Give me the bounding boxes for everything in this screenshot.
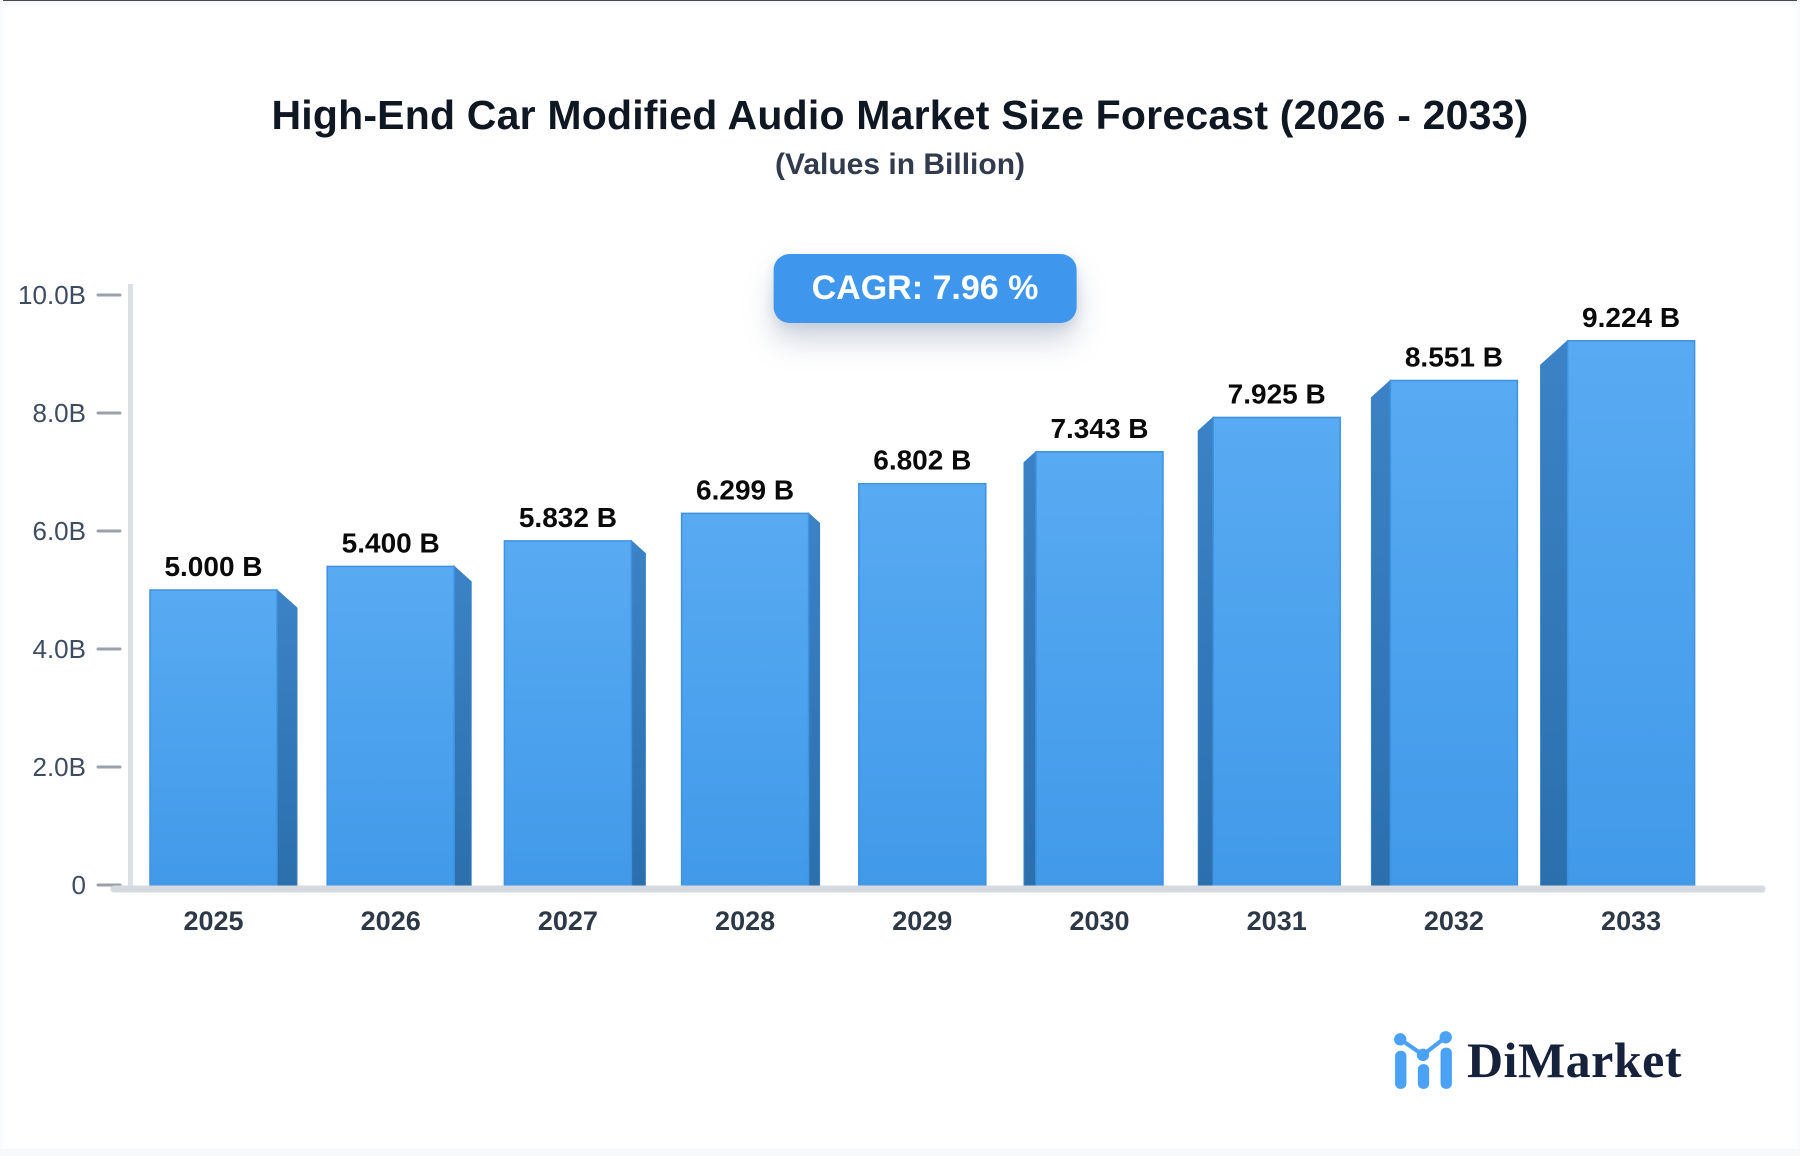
brand-logo-text: DiMarket: [1466, 1032, 1682, 1088]
bar-value-label: 5.000 B: [164, 551, 262, 582]
chart-title: High-End Car Modified Audio Market Size …: [271, 92, 1529, 138]
window-left-edge: [0, 0, 3, 1156]
x-axis-year-label: 2031: [1247, 906, 1307, 936]
bar-side-face: [808, 512, 821, 887]
bar-side-face: [1540, 339, 1569, 887]
bar-value-label: 5.832 B: [519, 502, 617, 533]
x-axis-year-label: 2030: [1069, 906, 1129, 936]
window-right-edge: [1797, 0, 1800, 1156]
window-bottom-edge: [0, 1149, 1800, 1156]
bar-value-label: 9.224 B: [1582, 302, 1680, 333]
bar-value-label: 6.299 B: [696, 474, 794, 505]
bar-value-label: 7.343 B: [1050, 413, 1148, 444]
bar-side-face: [630, 539, 646, 887]
x-axis-year-label: 2027: [538, 906, 598, 936]
chart-subtitle: (Values in Billion): [774, 148, 1026, 181]
bar-side-face: [1197, 416, 1214, 887]
bar-2027: [503, 540, 633, 887]
x-axis-year-label: 2029: [892, 906, 952, 936]
brand-logo: DiMarket: [1393, 1030, 1682, 1090]
window-top-edge: [0, 0, 1800, 6]
bar-line-chart-icon: [1393, 1030, 1455, 1090]
x-axis-year-label: 2033: [1601, 906, 1661, 936]
x-axis-year-label: 2028: [715, 906, 775, 936]
bar-2031: [1212, 416, 1341, 887]
bar-value-label: 8.551 B: [1405, 341, 1503, 372]
x-axis-year-label: 2025: [183, 906, 243, 936]
bar-chart: 10.0B 8.0B 6.0B 4.0B 2.0B 0 5.000 B 2025 5.400 B…: [18, 280, 1766, 936]
y-tick-label: 2.0B: [33, 752, 87, 782]
y-tick-label: 8.0B: [33, 398, 87, 428]
bar-2030: [1035, 451, 1164, 887]
bar-2028: [680, 512, 810, 887]
bar-value-label: 5.400 B: [342, 527, 440, 558]
bar-side-face: [276, 588, 298, 887]
bar-2025: [149, 589, 278, 887]
bar-value-label: 7.925 B: [1228, 378, 1326, 409]
bar-2033: [1566, 340, 1696, 887]
bar-value-label: 6.802 B: [873, 445, 971, 476]
y-tick-label: 4.0B: [33, 634, 87, 664]
x-axis-year-label: 2032: [1424, 906, 1484, 936]
bar-side-face: [453, 565, 472, 887]
bar-side-face: [1370, 379, 1391, 887]
y-tick-label: 6.0B: [33, 516, 87, 546]
x-axis-year-label: 2026: [361, 906, 421, 936]
y-tick-label: 0: [72, 870, 86, 900]
bar-2032: [1389, 379, 1519, 887]
bar-2026: [326, 565, 455, 887]
bar-2029: [858, 482, 987, 887]
y-tick-label: 10.0B: [18, 280, 86, 310]
cagr-badge: CAGR: 7.96 %: [773, 254, 1077, 323]
bar-side-face: [1023, 450, 1037, 887]
